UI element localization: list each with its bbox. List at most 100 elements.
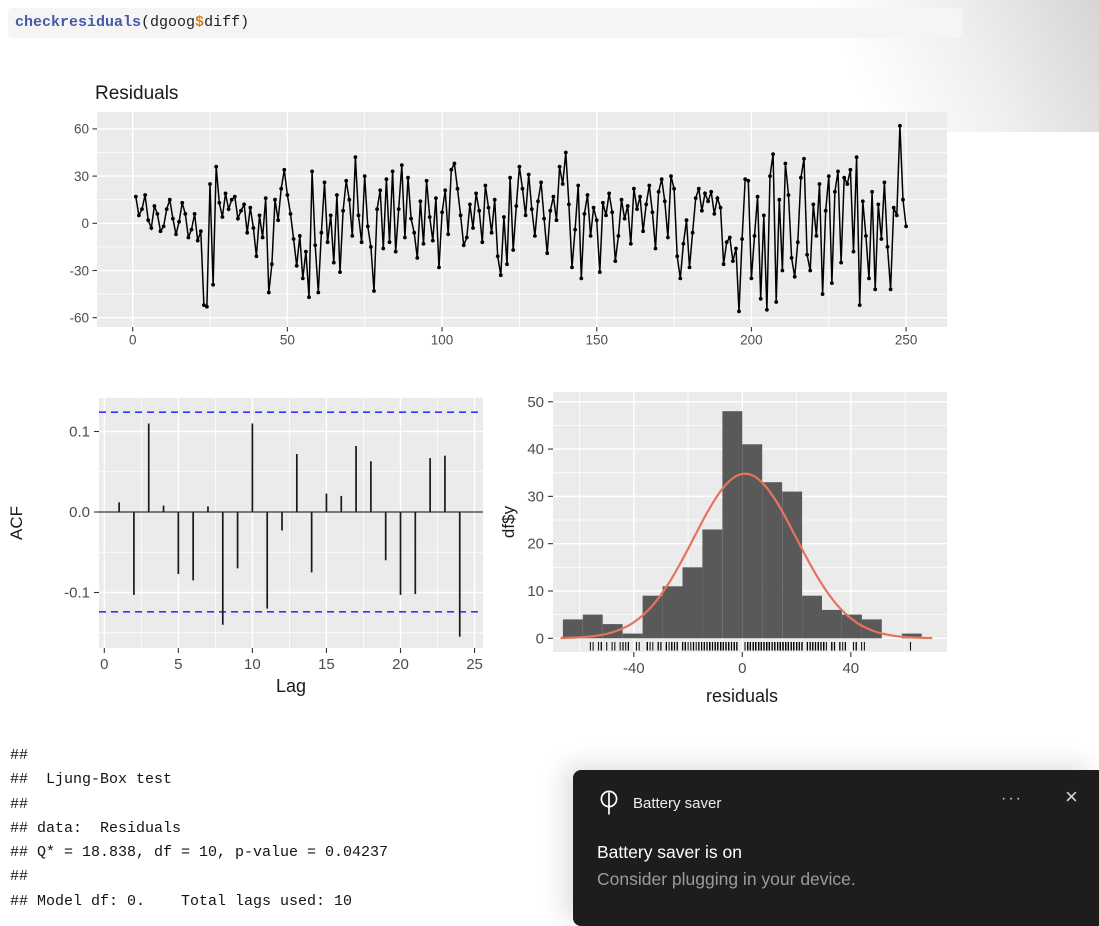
data-point [870,189,874,194]
data-point [260,235,265,240]
x-tick-label: 0 [738,660,746,677]
data-point [625,204,630,208]
data-point [712,212,717,216]
data-point [619,197,624,202]
data-point [140,207,144,212]
data-point [557,164,562,169]
data-point [771,152,775,156]
data-point [904,224,908,229]
data-point [387,240,392,245]
data-point [563,150,568,155]
data-point [412,230,417,235]
notification-title: Battery saver [633,795,722,812]
data-point [133,194,138,199]
y-tick-label: -60 [69,310,89,325]
data-point [833,189,837,194]
data-point [452,161,457,166]
hist-bar [662,586,683,639]
data-point [365,224,370,229]
data-point [455,186,460,191]
x-tick-label: 50 [280,333,295,348]
data-point [372,289,376,293]
data-point [310,169,314,174]
notification-toast[interactable]: Battery saver ··· × Battery saver is on … [573,770,1099,926]
y-tick-label: 30 [74,169,89,184]
data-point [873,287,878,292]
data-point [189,227,194,232]
y-tick-label: 0.0 [69,504,90,521]
y-tick-label: 40 [527,441,544,458]
data-point [409,216,413,221]
data-point [149,226,154,230]
data-point [675,254,680,259]
x-tick-label: 15 [318,656,335,673]
data-point [526,172,531,177]
data-point [492,197,497,202]
data-point [765,307,769,312]
data-point [229,197,234,202]
data-point [505,262,509,267]
close-icon[interactable]: × [1065,784,1078,809]
data-point [644,202,649,207]
data-point [811,202,816,207]
data-point [381,246,386,251]
data-point [297,234,302,238]
data-point [427,215,432,219]
data-point [468,202,472,207]
console-output: ## ## Ljung-Box test ## ## data: Residua… [10,747,389,910]
data-point [319,230,324,235]
data-point [684,218,689,223]
data-point [780,268,785,273]
data-point [236,216,240,221]
data-point [894,213,899,218]
data-point [511,248,516,252]
x-tick-label: 25 [466,656,483,673]
data-point [198,229,203,234]
data-point [152,204,157,208]
data-point [220,215,225,219]
data-point [205,304,209,309]
data-point [202,303,206,307]
data-point [164,207,169,212]
residuals-plot: 0 50 100 150 200 250 60 30 0 -30 -60 Residuals [69,83,947,348]
data-point [211,282,216,287]
y-tick-label: 0.1 [69,424,90,441]
more-options-button[interactable]: ··· [1001,790,1023,807]
data-point [876,202,881,207]
hist-bar [722,411,743,639]
data-point [662,199,667,204]
data-point [171,216,175,221]
data-point [724,240,729,245]
data-point [864,234,868,238]
data-point [768,174,772,178]
data-point [443,188,448,193]
data-point [727,235,732,240]
code-token-operator: $ [195,14,205,31]
data-point [396,207,401,212]
hist-bar [842,614,862,639]
data-point [434,196,438,201]
hist-bar [582,614,603,639]
data-point [851,249,856,254]
data-point [845,182,850,186]
data-point [533,234,537,238]
data-point [177,219,182,224]
data-point [393,249,398,254]
data-point [356,213,361,218]
data-point [143,193,148,197]
data-point [440,210,444,215]
hist-bar [682,567,703,639]
data-point [347,197,352,202]
data-point [830,281,834,285]
data-point [217,200,222,205]
data-point [687,265,692,270]
data-point [734,246,738,251]
data-point [610,210,615,215]
data-point [842,175,847,180]
data-point [424,178,429,183]
data-point [585,193,590,197]
data-point [882,180,887,185]
y-tick-label: 0 [81,216,89,231]
code-token-function: checkresiduals [15,14,142,31]
y-tick-label: 60 [74,122,89,137]
